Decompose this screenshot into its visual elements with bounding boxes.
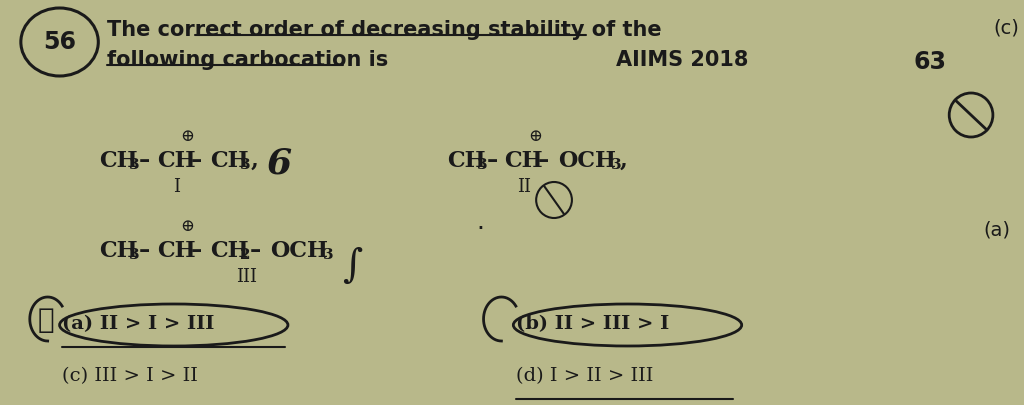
Text: –: – xyxy=(139,240,151,262)
Text: 56: 56 xyxy=(43,30,76,54)
Text: CH: CH xyxy=(99,240,138,262)
Text: 3: 3 xyxy=(323,248,334,262)
Text: OCH: OCH xyxy=(270,240,328,262)
Text: ,: , xyxy=(620,150,628,172)
Text: 3: 3 xyxy=(129,158,139,172)
Text: The correct order of decreasing stability of the: The correct order of decreasing stabilit… xyxy=(108,20,662,40)
Text: ,: , xyxy=(250,150,258,172)
Text: 3: 3 xyxy=(241,158,251,172)
Text: AIIMS 2018: AIIMS 2018 xyxy=(615,50,748,70)
Text: 2: 2 xyxy=(241,248,251,262)
Text: CH: CH xyxy=(211,240,249,262)
Text: CH: CH xyxy=(157,150,196,172)
Text: CH: CH xyxy=(157,240,196,262)
Text: 6: 6 xyxy=(266,146,291,180)
Text: 3: 3 xyxy=(129,248,139,262)
Text: ➳: ➳ xyxy=(38,307,54,334)
Text: CH: CH xyxy=(211,150,249,172)
Text: I: I xyxy=(173,178,180,196)
Text: 3: 3 xyxy=(476,158,487,172)
Text: –: – xyxy=(190,240,202,262)
Text: CH: CH xyxy=(99,150,138,172)
Text: ⊕: ⊕ xyxy=(180,128,195,145)
Text: –: – xyxy=(190,150,202,172)
Text: ∫: ∫ xyxy=(343,248,362,285)
Text: (a): (a) xyxy=(983,220,1010,239)
Text: ⊕: ⊕ xyxy=(528,128,542,145)
Text: (c) III > I > II: (c) III > I > II xyxy=(61,367,198,385)
Text: –: – xyxy=(139,150,151,172)
Text: following carbocation is: following carbocation is xyxy=(108,50,388,70)
Text: CH: CH xyxy=(505,150,543,172)
Text: CH: CH xyxy=(446,150,485,172)
Text: ⊕: ⊕ xyxy=(180,218,195,235)
Text: OCH: OCH xyxy=(558,150,616,172)
Text: (c): (c) xyxy=(993,18,1019,37)
Text: –: – xyxy=(486,150,498,172)
Text: .: . xyxy=(476,210,484,234)
Text: 63: 63 xyxy=(913,50,946,74)
Text: II: II xyxy=(517,178,531,196)
Text: –: – xyxy=(250,240,261,262)
Text: 3: 3 xyxy=(610,158,622,172)
Text: (d) I > II > III: (d) I > II > III xyxy=(516,367,653,385)
Text: –: – xyxy=(539,150,550,172)
Text: (a) II > I > III: (a) II > I > III xyxy=(61,315,214,333)
Text: (b) II > III > I: (b) II > III > I xyxy=(516,315,670,333)
Text: III: III xyxy=(236,268,257,286)
